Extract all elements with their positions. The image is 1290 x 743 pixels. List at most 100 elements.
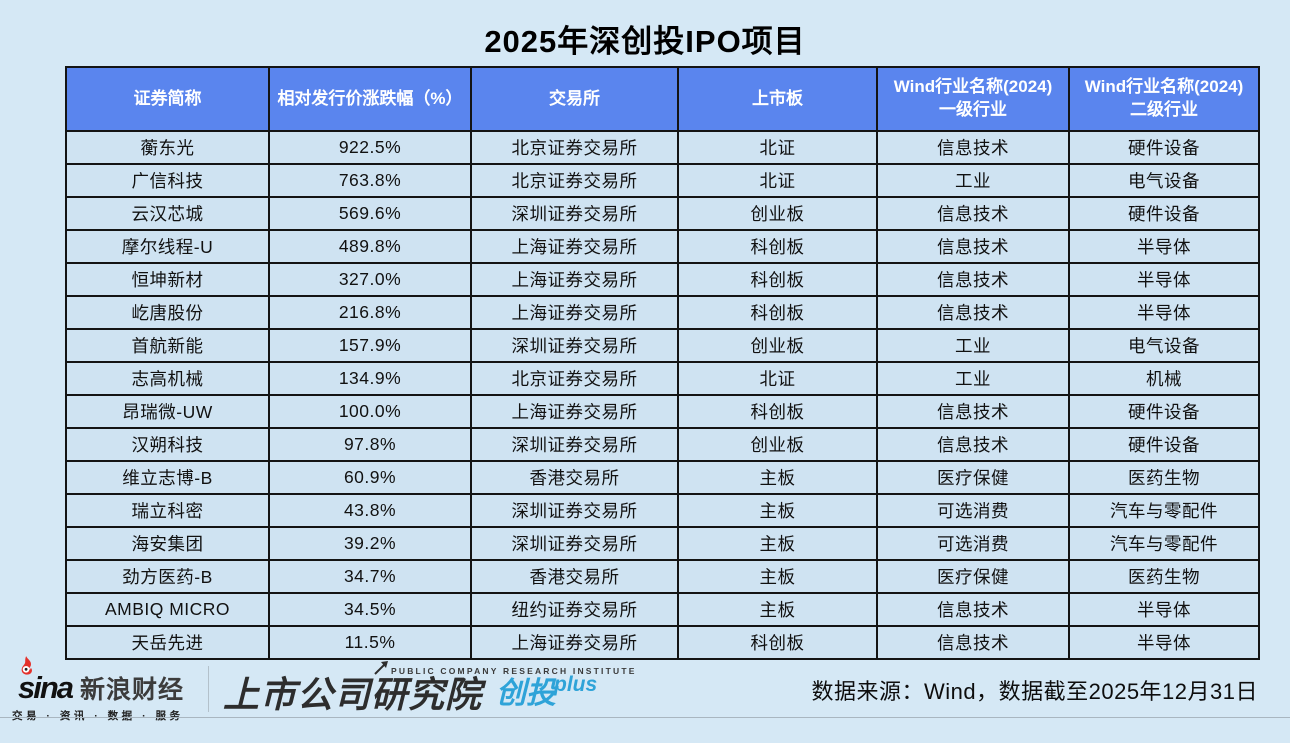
- cell-industry1: 信息技术: [876, 196, 1070, 231]
- sina-finance-logo: sina 新浪财经 交易 · 资讯 · 数据 · 服务: [12, 655, 198, 723]
- cell-exchange: 上海证券交易所: [470, 625, 679, 660]
- cell-name: 恒坤新材: [65, 262, 270, 297]
- cell-industry1: 信息技术: [876, 262, 1070, 297]
- cell-name: 天岳先进: [65, 625, 270, 660]
- cell-board: 科创板: [677, 394, 878, 429]
- table-row: 恒坤新材 327.0% 上海证券交易所 科创板 信息技术 半导体: [65, 262, 1260, 297]
- cell-board: 主板: [677, 592, 878, 627]
- cell-name: AMBIQ MICRO: [65, 592, 270, 627]
- table-row: 瑞立科密 43.8% 深圳证券交易所 主板 可选消费 汽车与零配件: [65, 493, 1260, 528]
- cell-industry2: 硬件设备: [1068, 130, 1260, 165]
- cell-name: 昂瑞微-UW: [65, 394, 270, 429]
- cell-change: 34.7%: [268, 559, 472, 594]
- page-title: 2025年深创投IPO项目: [484, 24, 806, 59]
- cell-industry2: 半导体: [1068, 229, 1260, 264]
- cell-industry1: 信息技术: [876, 229, 1070, 264]
- cell-industry2: 半导体: [1068, 625, 1260, 660]
- cell-change: 157.9%: [268, 328, 472, 363]
- sina-wordmark: sina: [18, 669, 74, 705]
- cell-name: 劲方医药-B: [65, 559, 270, 594]
- cell-name: 屹唐股份: [65, 295, 270, 330]
- cell-industry2: 电气设备: [1068, 163, 1260, 198]
- col-header-price-change: 相对发行价涨跌幅（%）: [268, 66, 472, 132]
- cell-industry2: 硬件设备: [1068, 196, 1260, 231]
- cell-industry2: 医药生物: [1068, 460, 1260, 495]
- cell-board: 科创板: [677, 295, 878, 330]
- cell-board: 主板: [677, 526, 878, 561]
- cell-exchange: 深圳证券交易所: [470, 427, 679, 462]
- cell-change: 489.8%: [268, 229, 472, 264]
- cell-exchange: 深圳证券交易所: [470, 526, 679, 561]
- cell-industry2: 半导体: [1068, 295, 1260, 330]
- cell-industry2: 汽车与零配件: [1068, 526, 1260, 561]
- cell-industry2: 半导体: [1068, 592, 1260, 627]
- cell-exchange: 上海证券交易所: [470, 295, 679, 330]
- cell-change: 43.8%: [268, 493, 472, 528]
- cell-industry1: 医疗保健: [876, 559, 1070, 594]
- cell-exchange: 北京证券交易所: [470, 361, 679, 396]
- cell-change: 327.0%: [268, 262, 472, 297]
- institute-logo: PUBLIC COMPANY RESEARCH INSTITUTE 上市公司研究…: [223, 660, 637, 715]
- cell-name: 瑞立科密: [65, 493, 270, 528]
- cell-board: 科创板: [677, 625, 878, 660]
- footer-bar: sina 新浪财经 交易 · 资讯 · 数据 · 服务 PUBLIC COMPA…: [0, 655, 1290, 722]
- cell-board: 主板: [677, 493, 878, 528]
- cell-change: 763.8%: [268, 163, 472, 198]
- cell-industry2: 硬件设备: [1068, 394, 1260, 429]
- table-row: 志高机械 134.9% 北京证券交易所 北证 工业 机械: [65, 361, 1260, 396]
- cell-exchange: 香港交易所: [470, 460, 679, 495]
- cell-industry1: 可选消费: [876, 493, 1070, 528]
- sina-flame-icon: [21, 655, 32, 675]
- cell-exchange: 上海证券交易所: [470, 262, 679, 297]
- table-row: 海安集团 39.2% 深圳证券交易所 主板 可选消费 汽车与零配件: [65, 526, 1260, 561]
- table-header-row: 证券简称 相对发行价涨跌幅（%） 交易所 上市板 Wind行业名称(2024) …: [65, 66, 1260, 132]
- cell-name: 维立志博-B: [65, 460, 270, 495]
- cell-industry1: 信息技术: [876, 625, 1070, 660]
- col-header-industry-level2: Wind行业名称(2024) 二级行业: [1068, 66, 1260, 132]
- cell-change: 97.8%: [268, 427, 472, 462]
- cell-name: 汉朔科技: [65, 427, 270, 462]
- cell-exchange: 上海证券交易所: [470, 229, 679, 264]
- cell-industry2: 硬件设备: [1068, 427, 1260, 462]
- table-row: 天岳先进 11.5% 上海证券交易所 科创板 信息技术 半导体: [65, 625, 1260, 660]
- cell-industry2: 半导体: [1068, 262, 1260, 297]
- cell-board: 科创板: [677, 229, 878, 264]
- cell-industry2: 汽车与零配件: [1068, 493, 1260, 528]
- cell-name: 海安集团: [65, 526, 270, 561]
- cell-industry1: 工业: [876, 163, 1070, 198]
- cell-exchange: 纽约证券交易所: [470, 592, 679, 627]
- cell-industry1: 工业: [876, 361, 1070, 396]
- cell-change: 11.5%: [268, 625, 472, 660]
- institute-wordmark: 上市公司研究院: [223, 673, 483, 715]
- cell-exchange: 深圳证券交易所: [470, 493, 679, 528]
- cell-name: 云汉芯城: [65, 196, 270, 231]
- cell-board: 科创板: [677, 262, 878, 297]
- table-row: 劲方医药-B 34.7% 香港交易所 主板 医疗保健 医药生物: [65, 559, 1260, 594]
- cell-board: 创业板: [677, 196, 878, 231]
- cell-board: 主板: [677, 460, 878, 495]
- cell-industry1: 医疗保健: [876, 460, 1070, 495]
- cell-industry1: 信息技术: [876, 592, 1070, 627]
- cell-change: 569.6%: [268, 196, 472, 231]
- cell-change: 922.5%: [268, 130, 472, 165]
- table-row: 云汉芯城 569.6% 深圳证券交易所 创业板 信息技术 硬件设备: [65, 196, 1260, 231]
- cell-exchange: 香港交易所: [470, 559, 679, 594]
- cell-name: 蘅东光: [65, 130, 270, 165]
- cell-name: 志高机械: [65, 361, 270, 396]
- data-source-note: 数据来源：Wind，数据截至2025年12月31日: [811, 679, 1258, 704]
- cell-name: 摩尔线程-U: [65, 229, 270, 264]
- cell-industry1: 可选消费: [876, 526, 1070, 561]
- table-row: 汉朔科技 97.8% 深圳证券交易所 创业板 信息技术 硬件设备: [65, 427, 1260, 462]
- up-right-arrow-icon: [374, 660, 388, 675]
- chuangtou-plus-logo: 创投 plus: [496, 672, 598, 710]
- col-header-industry-level1: Wind行业名称(2024) 一级行业: [876, 66, 1070, 132]
- footer-divider: [208, 665, 209, 712]
- cell-board: 主板: [677, 559, 878, 594]
- cell-exchange: 深圳证券交易所: [470, 328, 679, 363]
- cell-industry1: 工业: [876, 328, 1070, 363]
- bottom-rule: [0, 717, 1290, 718]
- cell-board: 创业板: [677, 427, 878, 462]
- cell-change: 216.8%: [268, 295, 472, 330]
- sina-tagline: 交易 · 资讯 · 数据 · 服务: [12, 709, 184, 722]
